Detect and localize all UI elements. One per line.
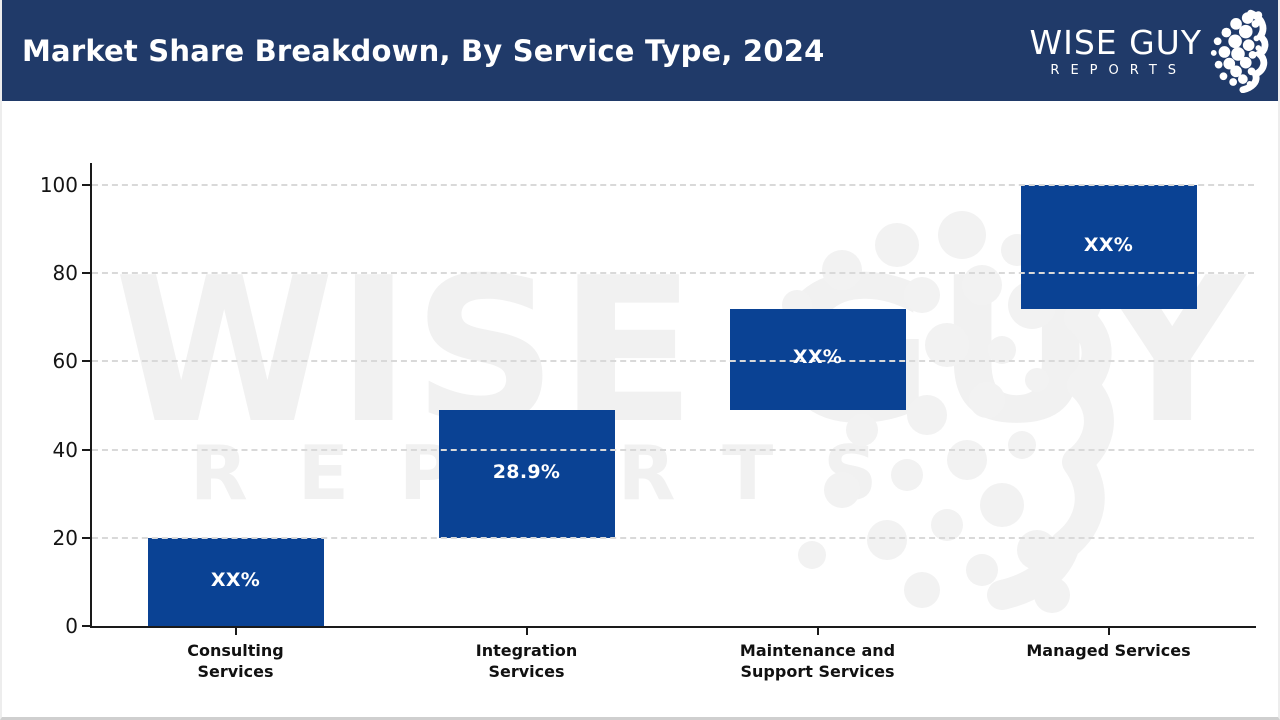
bar-value-label-1: XX% (210, 568, 261, 591)
gridline-100 (92, 184, 1254, 187)
y-tick-40 (82, 448, 90, 451)
x-category-label-line: Consulting (187, 641, 284, 660)
y-axis-line (90, 163, 92, 628)
bar-value-label-2: 28.9% (492, 461, 561, 484)
bar-value-label-3: XX% (792, 346, 843, 369)
y-tick-20 (82, 536, 90, 539)
bar-1 (147, 537, 324, 626)
x-category-label-line: Maintenance and (739, 641, 896, 660)
y-tick-label-100: 100 (39, 173, 78, 198)
x-axis-line (90, 626, 1256, 628)
header-band: Market Share Breakdown, By Service Type,… (2, 0, 1278, 101)
x-category-label-line: Integration (475, 641, 578, 660)
gridline-60 (92, 360, 1254, 363)
y-tick-label-40: 40 (52, 437, 78, 462)
gridline-40 (92, 448, 1254, 451)
x-category-label-line: Support Services (740, 662, 895, 681)
y-tick-label-0: 0 (65, 614, 78, 638)
page-title: Market Share Breakdown, By Service Type,… (22, 33, 825, 68)
gridline-20 (92, 536, 1254, 539)
x-category-label-3: Maintenance and Support Services (658, 640, 978, 682)
bar-2 (438, 410, 615, 538)
x-category-label-line: Managed Services (1026, 641, 1191, 660)
x-category-label-2: Integration Services (367, 640, 687, 682)
logo-head-icon (1210, 9, 1269, 93)
y-tick-60 (82, 360, 90, 363)
bar-value-label-4: XX% (1083, 233, 1134, 256)
y-tick-100 (82, 184, 90, 187)
x-tick-4 (1107, 628, 1110, 635)
x-tick-3 (816, 628, 819, 635)
x-category-label-1: Consulting Services (76, 640, 396, 682)
bar-3 (729, 308, 906, 411)
logo-wordmark-line2: REPORTS (1050, 62, 1188, 78)
gridline-80 (92, 272, 1254, 275)
logo-wordmark-line1: WISE GUY (1029, 22, 1202, 62)
logo-wordmark: WISE GUY REPORTS (1029, 22, 1202, 78)
y-tick-label-20: 20 (52, 525, 78, 550)
y-tick-0 (82, 625, 90, 627)
x-category-label-line: Services (197, 662, 274, 681)
bar-4 (1020, 185, 1197, 309)
x-tick-2 (525, 628, 528, 635)
x-category-label-4: Managed Services (949, 640, 1269, 661)
y-tick-label-80: 80 (52, 261, 78, 286)
y-tick-label-60: 60 (52, 349, 78, 374)
x-category-label-line: Services (488, 662, 565, 681)
x-tick-1 (234, 628, 237, 635)
wiseguy-logo: WISE GUY REPORTS (1029, 6, 1270, 96)
y-tick-80 (82, 272, 90, 275)
